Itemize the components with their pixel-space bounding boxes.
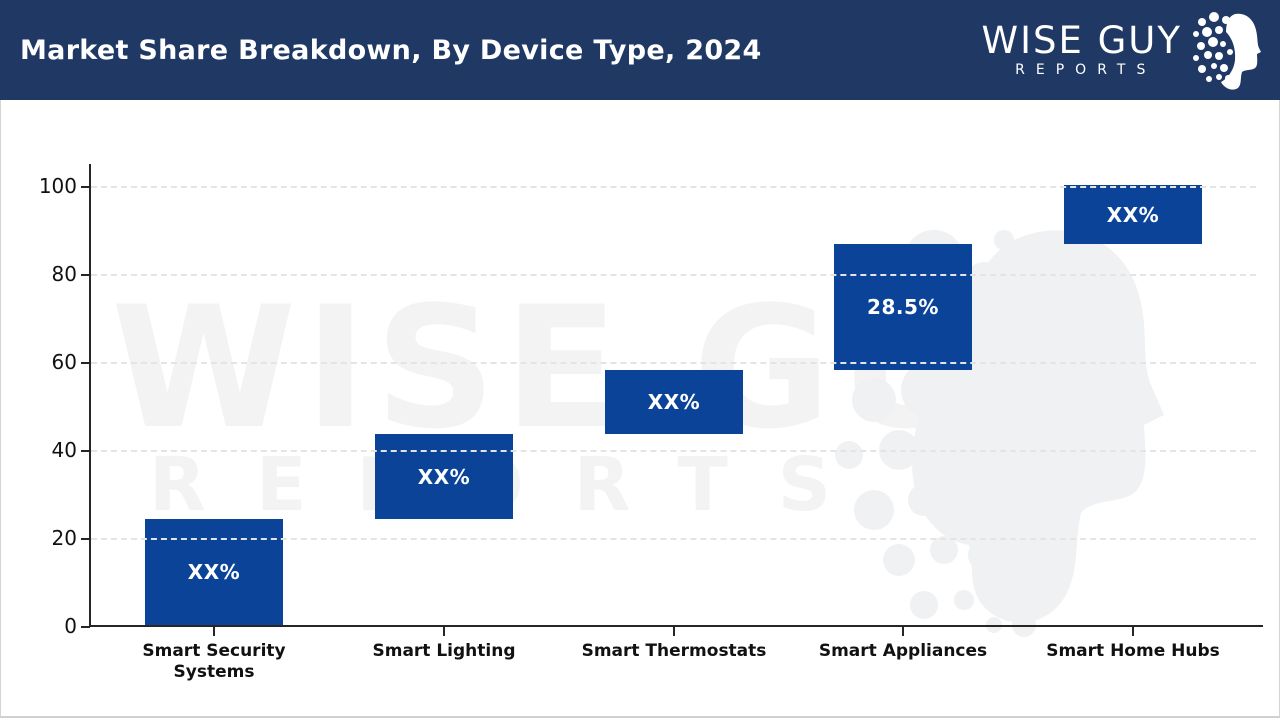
header-bar: Market Share Breakdown, By Device Type, … — [0, 0, 1280, 100]
chart-title: Market Share Breakdown, By Device Type, … — [20, 34, 762, 66]
x-axis-tick-mark — [213, 627, 215, 636]
bar-value-label: 28.5% — [867, 295, 939, 320]
y-axis-tick-mark — [81, 274, 90, 276]
y-axis-tick-mark — [81, 186, 90, 188]
bar-segment: XX% — [375, 433, 513, 520]
chart-canvas: WISE GUY REPORTS 0 20 40 60 80 100 XX% Smart Se… — [0, 100, 1280, 718]
brand-logo-text: WISE GUY REPORTS — [981, 18, 1182, 79]
x-axis-category-label: Smart Security Systems — [142, 641, 286, 683]
bar-segment: XX% — [1064, 185, 1202, 245]
brand-logo: WISE GUY REPORTS — [982, 8, 1262, 92]
y-gridline — [91, 274, 1256, 276]
x-axis-category-label: Smart Lighting — [372, 641, 516, 661]
y-axis-tick-label: 0 — [64, 614, 77, 638]
x-axis-tick-mark — [902, 627, 904, 636]
bar-segment: XX% — [145, 519, 283, 625]
y-gridline — [91, 362, 1256, 364]
y-axis-tick-label: 60 — [51, 350, 77, 374]
y-axis-tick-label: 20 — [51, 526, 77, 550]
y-axis-tick-mark — [81, 362, 90, 364]
bar-value-label: XX% — [187, 560, 241, 585]
bar-value-label: XX% — [647, 389, 701, 414]
brand-subtitle: REPORTS — [1015, 62, 1157, 79]
y-axis-tick-label: 80 — [51, 262, 77, 286]
plot-area: 0 20 40 60 80 100 XX% Smart Security Systems XX%… — [39, 164, 1263, 682]
bar-value-label: XX% — [1106, 202, 1160, 227]
x-axis-tick-mark — [673, 627, 675, 636]
y-gridline — [91, 450, 1256, 452]
dotted-face-icon — [1193, 12, 1261, 90]
bar-value-label: XX% — [417, 464, 471, 489]
y-gridline — [91, 186, 1256, 188]
x-axis-category-label: Smart Thermostats — [581, 641, 767, 661]
brand-name: WISE GUY — [981, 18, 1182, 62]
x-axis-tick-mark — [443, 627, 445, 636]
y-axis-tick-label: 40 — [51, 438, 77, 462]
bar-segment: XX% — [605, 369, 743, 434]
y-axis-tick-mark — [81, 626, 90, 628]
x-axis-category-label: Smart Home Hubs — [1046, 641, 1220, 661]
x-axis-category-label: Smart Appliances — [818, 641, 988, 661]
y-gridline — [91, 538, 1256, 540]
y-axis-tick-mark — [81, 450, 90, 452]
bar-segment: 28.5% — [834, 244, 972, 370]
y-axis-tick-mark — [81, 538, 90, 540]
y-axis-tick-label: 100 — [38, 174, 77, 198]
x-axis-tick-mark — [1132, 627, 1134, 636]
